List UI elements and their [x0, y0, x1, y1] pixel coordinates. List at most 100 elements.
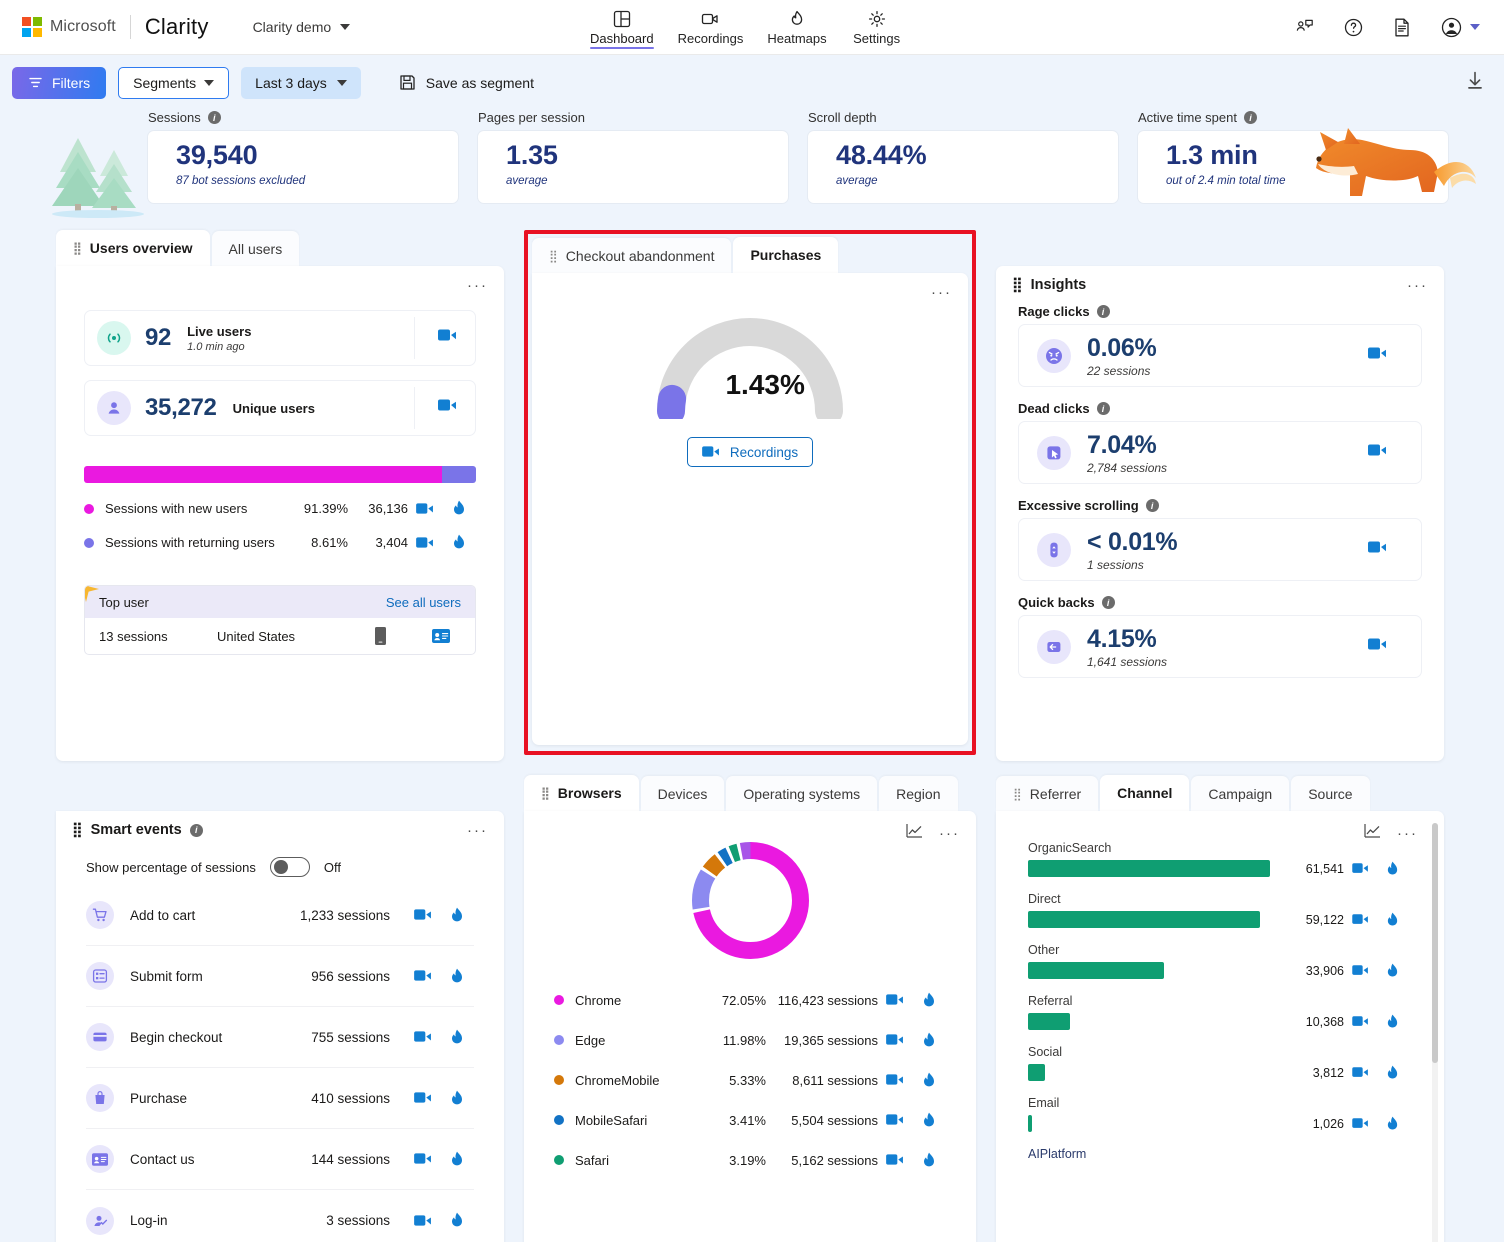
chevron-down-icon — [336, 79, 347, 86]
show-percentage-toggle[interactable] — [269, 857, 310, 877]
drag-handle-icon[interactable]: ⣿ — [1013, 786, 1022, 801]
info-icon[interactable]: i — [1145, 499, 1159, 512]
info-icon[interactable]: i — [189, 823, 203, 837]
tab-region[interactable]: Region — [879, 776, 958, 811]
video-icon[interactable] — [438, 328, 457, 348]
flame-icon[interactable] — [440, 968, 474, 985]
insight-label: Quick backs — [1018, 595, 1095, 610]
video-icon[interactable] — [408, 536, 442, 550]
flame-icon[interactable] — [442, 500, 476, 517]
feedback-icon[interactable] — [1295, 17, 1315, 37]
date-range-button[interactable]: Last 3 days — [241, 66, 361, 99]
panel-more-options[interactable]: ··· — [467, 822, 488, 839]
flame-icon[interactable] — [1376, 912, 1408, 928]
tab-campaign[interactable]: Campaign — [1191, 776, 1290, 811]
date-range-label: Last 3 days — [255, 74, 327, 91]
flame-icon[interactable] — [440, 1151, 474, 1168]
info-icon[interactable]: i — [1096, 402, 1110, 415]
video-icon[interactable] — [1344, 1117, 1376, 1130]
recordings-button[interactable]: Recordings — [686, 437, 814, 467]
sparkline-icon[interactable] — [906, 823, 923, 843]
flame-icon[interactable] — [912, 1032, 946, 1049]
tab-all-users[interactable]: All users — [211, 231, 300, 266]
flame-icon[interactable] — [1376, 1065, 1408, 1081]
video-icon[interactable] — [1344, 1066, 1376, 1079]
tab-referrer[interactable]: ⣿ Referrer — [996, 776, 1099, 811]
video-icon[interactable] — [878, 1073, 912, 1087]
panel-more-options[interactable]: ··· — [467, 277, 488, 294]
video-icon[interactable] — [406, 1091, 440, 1105]
flame-icon[interactable] — [1376, 963, 1408, 979]
nav-item-recordings[interactable]: Recordings — [666, 0, 756, 55]
video-icon[interactable] — [1344, 964, 1376, 977]
panel-more-options[interactable]: ··· — [931, 284, 952, 301]
flame-icon[interactable] — [440, 1090, 474, 1107]
project-selector[interactable]: Clarity demo — [253, 19, 351, 35]
tab-operating-systems[interactable]: Operating systems — [726, 776, 878, 811]
tab-users-overview[interactable]: ⣿ Users overview — [56, 230, 210, 266]
drag-handle-icon[interactable]: ⣿ — [73, 241, 82, 255]
video-icon[interactable] — [1368, 637, 1387, 657]
video-icon[interactable] — [878, 1033, 912, 1047]
drag-handle-icon[interactable]: ⣿ — [541, 786, 550, 800]
docs-icon[interactable] — [1392, 17, 1412, 38]
flame-icon[interactable] — [1376, 861, 1408, 877]
info-icon[interactable]: i — [1096, 305, 1110, 318]
video-icon[interactable] — [1368, 346, 1387, 366]
video-icon[interactable] — [878, 1113, 912, 1127]
video-icon[interactable] — [1368, 540, 1387, 560]
filters-button[interactable]: Filters — [12, 66, 107, 99]
video-icon[interactable] — [406, 1152, 440, 1166]
drag-handle-icon[interactable]: ⣿ — [72, 822, 83, 838]
info-icon[interactable]: i — [207, 111, 221, 124]
save-as-segment-button[interactable]: Save as segment — [387, 67, 546, 99]
flame-icon[interactable] — [440, 1029, 474, 1046]
flame-icon[interactable] — [912, 992, 946, 1009]
video-icon[interactable] — [1344, 913, 1376, 926]
video-icon[interactable] — [406, 1214, 440, 1228]
video-icon[interactable] — [408, 502, 442, 516]
video-icon[interactable] — [1344, 862, 1376, 875]
see-all-users-link[interactable]: See all users — [385, 594, 461, 610]
video-icon[interactable] — [406, 1030, 440, 1044]
segments-button[interactable]: Segments — [118, 66, 230, 99]
tab-source[interactable]: Source — [1291, 776, 1370, 811]
flame-icon[interactable] — [1376, 1116, 1408, 1132]
video-icon[interactable] — [406, 969, 440, 983]
nav-item-heatmaps[interactable]: Heatmaps — [755, 0, 838, 55]
sparkline-icon[interactable] — [1364, 823, 1381, 843]
channel-scrollbar[interactable] — [1432, 823, 1438, 1242]
video-icon[interactable] — [878, 1153, 912, 1167]
flame-icon[interactable] — [912, 1152, 946, 1169]
panel-more-options[interactable]: ··· — [1397, 824, 1418, 842]
video-icon[interactable] — [406, 908, 440, 922]
tab-channel[interactable]: Channel — [1100, 775, 1190, 811]
tab-checkout-abandonment[interactable]: ⣿ Checkout abandonment — [532, 238, 732, 273]
download-icon[interactable] — [1464, 69, 1486, 96]
contact-card-icon[interactable] — [421, 629, 461, 643]
flame-icon[interactable] — [440, 1212, 474, 1229]
nav-item-dashboard[interactable]: Dashboard — [578, 0, 666, 55]
drag-handle-icon[interactable]: ⣿ — [1012, 277, 1023, 293]
nav-item-settings[interactable]: Settings — [839, 0, 915, 55]
insight-rage-clicks: Rage clicks i 0.06% 22 sessio — [1018, 304, 1422, 387]
help-icon[interactable] — [1343, 17, 1364, 38]
tab-purchases[interactable]: Purchases — [733, 237, 839, 273]
account-menu[interactable] — [1440, 16, 1480, 39]
tab-devices[interactable]: Devices — [640, 776, 725, 811]
flame-icon[interactable] — [912, 1112, 946, 1129]
video-icon[interactable] — [1344, 1015, 1376, 1028]
tab-browsers[interactable]: ⣿ Browsers — [524, 775, 639, 811]
flame-icon[interactable] — [442, 534, 476, 551]
video-icon[interactable] — [1368, 443, 1387, 463]
flame-icon[interactable] — [912, 1072, 946, 1089]
flame-icon[interactable] — [1376, 1014, 1408, 1030]
info-icon[interactable]: i — [1101, 596, 1115, 609]
panel-more-options[interactable]: ··· — [939, 824, 960, 842]
flame-icon[interactable] — [440, 907, 474, 924]
panel-more-options[interactable]: ··· — [1407, 277, 1428, 294]
video-icon[interactable] — [878, 993, 912, 1007]
drag-handle-icon[interactable]: ⣿ — [549, 248, 558, 263]
info-icon[interactable]: i — [1244, 111, 1257, 124]
video-icon[interactable] — [438, 398, 457, 418]
